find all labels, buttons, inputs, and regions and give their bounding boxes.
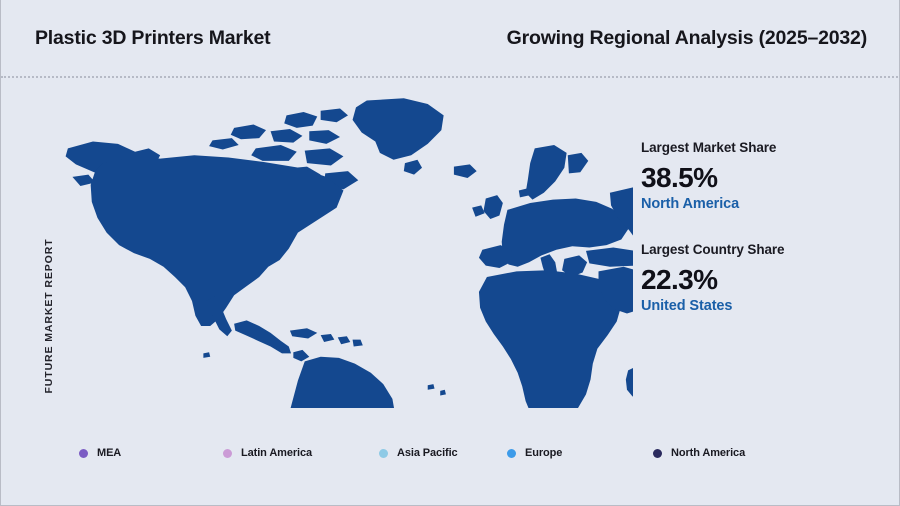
legend-label-north-america: North America (671, 447, 746, 459)
stat-region-country-share: United States (641, 298, 733, 315)
stat-label-market-share: Largest Market Share (641, 140, 777, 155)
legend-dot-icon-latin-america (223, 448, 232, 458)
legend-dot-icon-asia-pacific (379, 448, 388, 458)
header-divider (1, 76, 899, 78)
legend-item-europe: Europe (507, 447, 653, 459)
legend-label-asia-pacific: Asia Pacific (397, 447, 458, 459)
page-subtitle: Growing Regional Analysis (2025–2032) (506, 26, 868, 49)
legend-dot-icon-mea (79, 448, 88, 458)
stat-block-country-share: Largest Country Share 22.3% United State… (641, 242, 881, 314)
legend-dot-icon-europe (507, 448, 516, 458)
legend-label-latin-america: Latin America (241, 447, 313, 459)
legend-dot-icon-north-america (653, 448, 662, 458)
header: Plastic 3D Printers Market Growing Regio… (1, 0, 899, 76)
stat-region-market-share: North America (641, 196, 740, 213)
stat-block-market-share: Largest Market Share 38.5% North America (641, 140, 881, 212)
legend-label-mea: MEA (97, 447, 122, 459)
world-map (63, 96, 633, 408)
map-legend: MEA Latin America Asia Pacific Europe No… (79, 447, 823, 459)
stat-value-country-share: 22.3% (641, 264, 718, 296)
legend-label-europe: Europe (525, 447, 563, 459)
legend-item-latin-america: Latin America (223, 447, 379, 459)
legend-item-north-america: North America (653, 447, 745, 459)
statistics-panel: Largest Market Share 38.5% North America… (641, 140, 881, 314)
legend-item-mea: MEA (79, 447, 223, 459)
page-title: Plastic 3D Printers Market (35, 26, 271, 49)
stat-value-market-share: 38.5% (641, 162, 718, 193)
legend-item-asia-pacific: Asia Pacific (379, 447, 507, 459)
stat-label-country-share: Largest Country Share (641, 242, 785, 258)
brand-vertical-label: FUTURE MARKET REPORT (43, 238, 55, 394)
world-map-icon (65, 98, 633, 408)
